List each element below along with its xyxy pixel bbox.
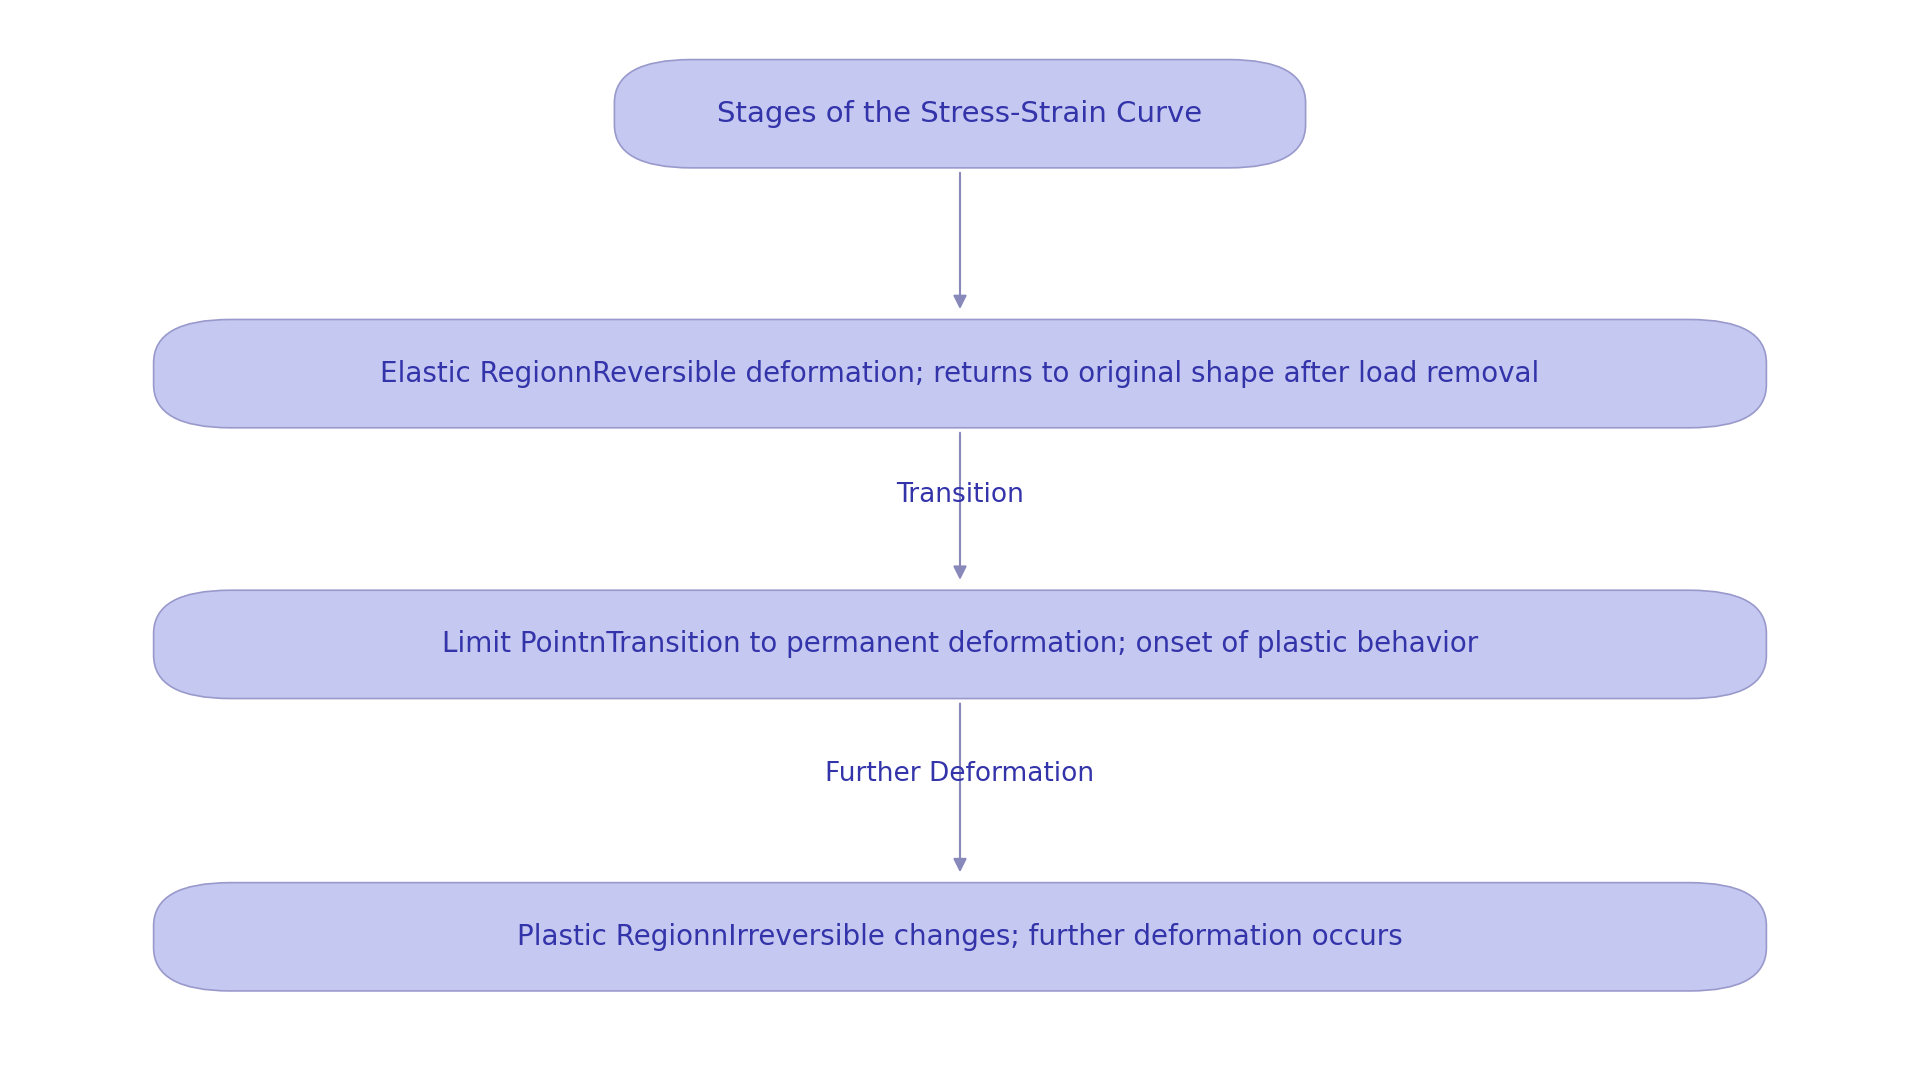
Text: Plastic RegionnIrreversible changes; further deformation occurs: Plastic RegionnIrreversible changes; fur… — [516, 923, 1404, 951]
Text: Elastic RegionnReversible deformation; returns to original shape after load remo: Elastic RegionnReversible deformation; r… — [380, 360, 1540, 388]
FancyBboxPatch shape — [154, 319, 1766, 428]
Text: Transition: Transition — [897, 482, 1023, 508]
FancyBboxPatch shape — [154, 590, 1766, 699]
Text: Further Deformation: Further Deformation — [826, 761, 1094, 787]
FancyBboxPatch shape — [614, 60, 1306, 168]
FancyBboxPatch shape — [154, 883, 1766, 991]
Text: Limit PointnTransition to permanent deformation; onset of plastic behavior: Limit PointnTransition to permanent defo… — [442, 630, 1478, 658]
Text: Stages of the Stress-Strain Curve: Stages of the Stress-Strain Curve — [718, 100, 1202, 128]
